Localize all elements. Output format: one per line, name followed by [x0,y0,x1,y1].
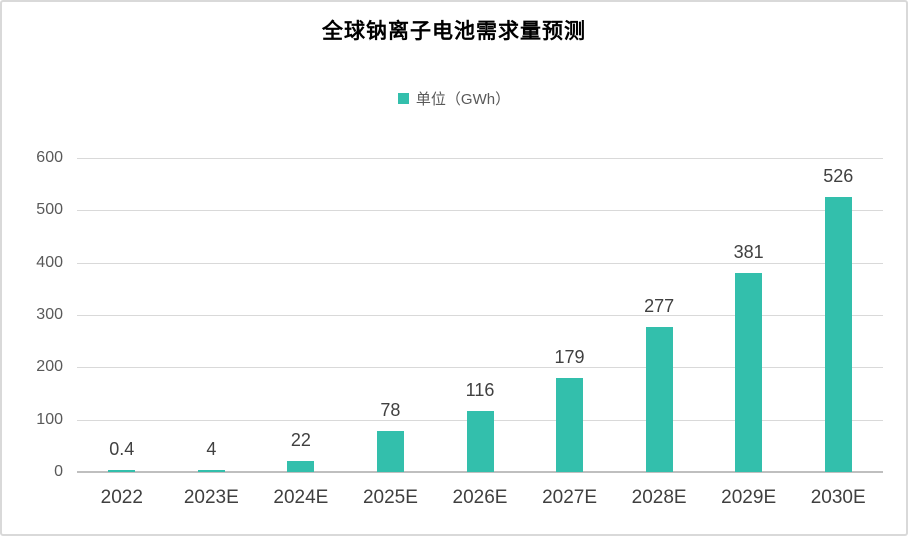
gridline [77,158,883,159]
y-tick-label: 400 [36,253,63,271]
gridline [77,262,883,264]
x-tick-label: 2024E [273,487,329,508]
x-tick-label: 2030E [810,487,866,508]
legend-color-swatch-icon [397,93,409,104]
bar-value-label: 0.4 [109,439,135,459]
bar-value-label: 526 [823,165,854,186]
gridline [77,367,883,369]
bar-2026E [466,411,494,472]
bar-value-label: 179 [554,347,585,368]
y-tick-label: 0 [54,463,63,480]
bar-2025E [376,431,404,472]
chart-title: 全球钠离子电池需求量预测 [322,18,586,43]
y-tick-label: 100 [36,410,63,428]
legend: 单位（GWh） [2,88,906,109]
y-tick-label: 500 [36,201,63,219]
x-tick-label: 2025E [362,487,418,508]
x-tick-label: 2027E [542,487,598,508]
gridline [77,315,883,316]
x-axis-line [77,471,883,473]
bar-value-label: 381 [733,241,764,262]
x-tick-label: 2026E [452,487,508,508]
y-tick-label: 300 [36,306,63,323]
x-tick-label: 2028E [631,487,687,508]
bar-value-label: 4 [206,438,217,459]
legend-series-label: 单位（GWh） [415,91,511,108]
y-tick-label: 200 [36,358,63,376]
gridline [77,210,883,212]
x-tick-label: 2023E [183,487,239,508]
y-tick-label: 600 [36,149,63,166]
bar-2030E [824,196,852,472]
bar-value-label: 116 [465,380,495,401]
bar-2027E [556,378,584,472]
bar-2024E [287,460,315,472]
x-tick-label: 2022 [100,487,143,508]
x-tick-label: 2029E [721,487,777,508]
bar-value-label: 22 [290,429,311,450]
bar-value-label: 78 [380,400,401,421]
bar-2029E [735,272,763,472]
bar-2022 [108,470,136,472]
plot-area: 0 100 200 300 400 500 600 0.4 2022 4 2023E 22 2024E 7… [36,149,883,508]
bar-value-label: 277 [644,296,675,317]
bar-2023E [197,469,225,472]
bar-2028E [645,327,673,472]
